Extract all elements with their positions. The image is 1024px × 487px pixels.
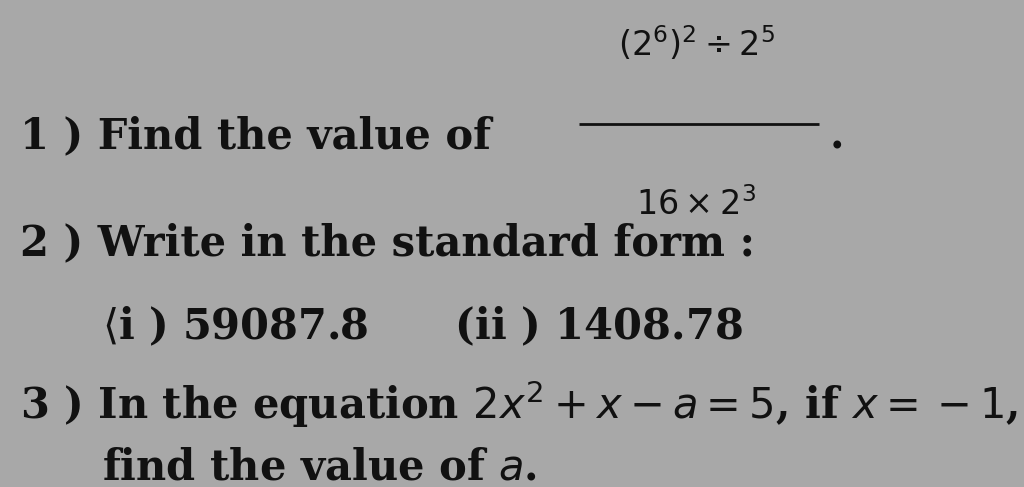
- Text: 1 ) Find the value of: 1 ) Find the value of: [20, 115, 492, 157]
- Text: 3 ) In the equation $2x^2+x-a=5$, if $x=-1$,: 3 ) In the equation $2x^2+x-a=5$, if $x=…: [20, 378, 1019, 430]
- Text: .: .: [829, 115, 844, 157]
- Text: $16\times 2^3$: $16\times 2^3$: [636, 187, 757, 222]
- Text: find the value of $a$.: find the value of $a$.: [102, 447, 538, 487]
- Text: 2 ) Write in the standard form :: 2 ) Write in the standard form :: [20, 223, 756, 264]
- Text: $(2^6)^2\div 2^5$: $(2^6)^2\div 2^5$: [617, 24, 775, 63]
- Text: $\langle$i ) 59087.8      (ii ) 1408.78: $\langle$i ) 59087.8 (ii ) 1408.78: [102, 304, 743, 348]
